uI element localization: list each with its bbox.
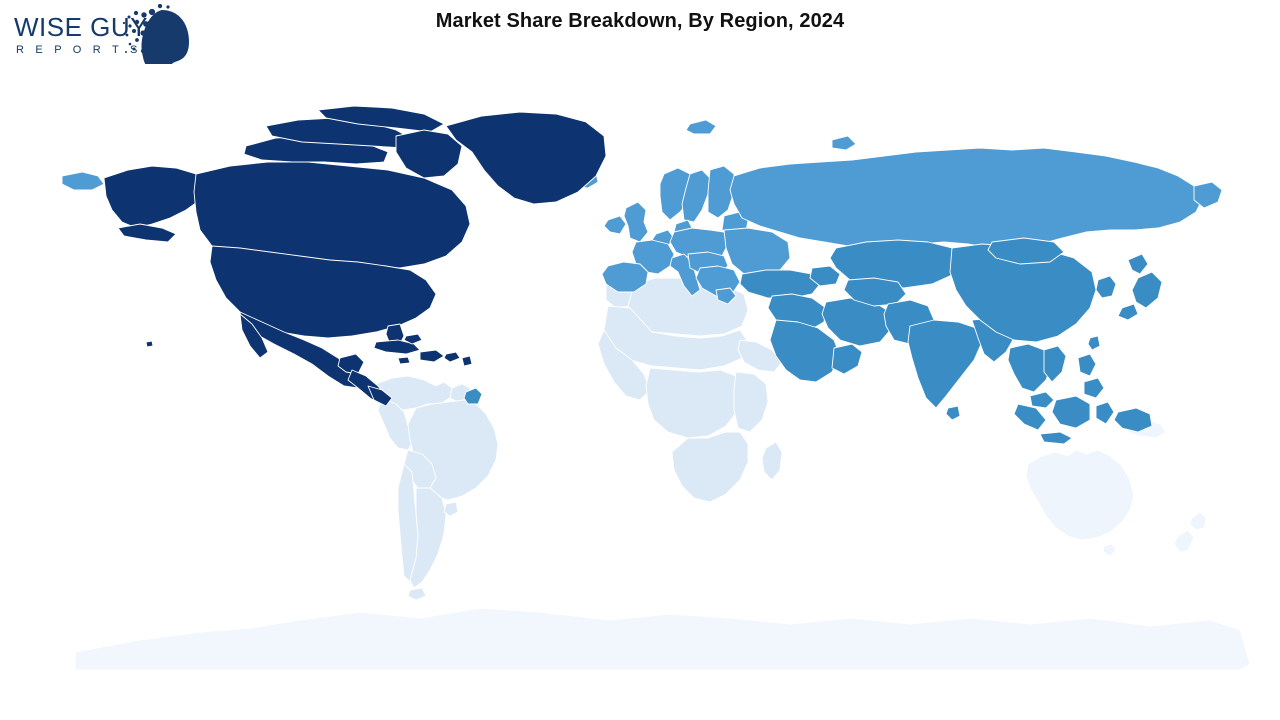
map-region-africa — [598, 278, 782, 502]
map-region-oceania — [1026, 420, 1206, 556]
wise-guy-reports-logo: WISE GUY R E P O R T S — [12, 4, 197, 64]
map-region-asia-pacific — [740, 238, 1162, 444]
head-profile-dots-icon — [122, 4, 189, 64]
map-region-south-america — [376, 376, 498, 600]
svg-text:R E P O R T S: R E P O R T S — [16, 44, 142, 56]
map-region-north-america — [104, 106, 606, 406]
map-region-french-guiana — [464, 388, 482, 404]
page-title: Market Share Breakdown, By Region, 2024 — [435, 10, 845, 32]
map-region-antarctica — [75, 608, 1250, 670]
logo-wordmark: WISE GUY R E P O R T S — [14, 12, 148, 56]
map-region-russia — [62, 120, 1222, 250]
svg-text:WISE GUY: WISE GUY — [14, 12, 148, 42]
world-choropleth-map — [0, 52, 1280, 712]
